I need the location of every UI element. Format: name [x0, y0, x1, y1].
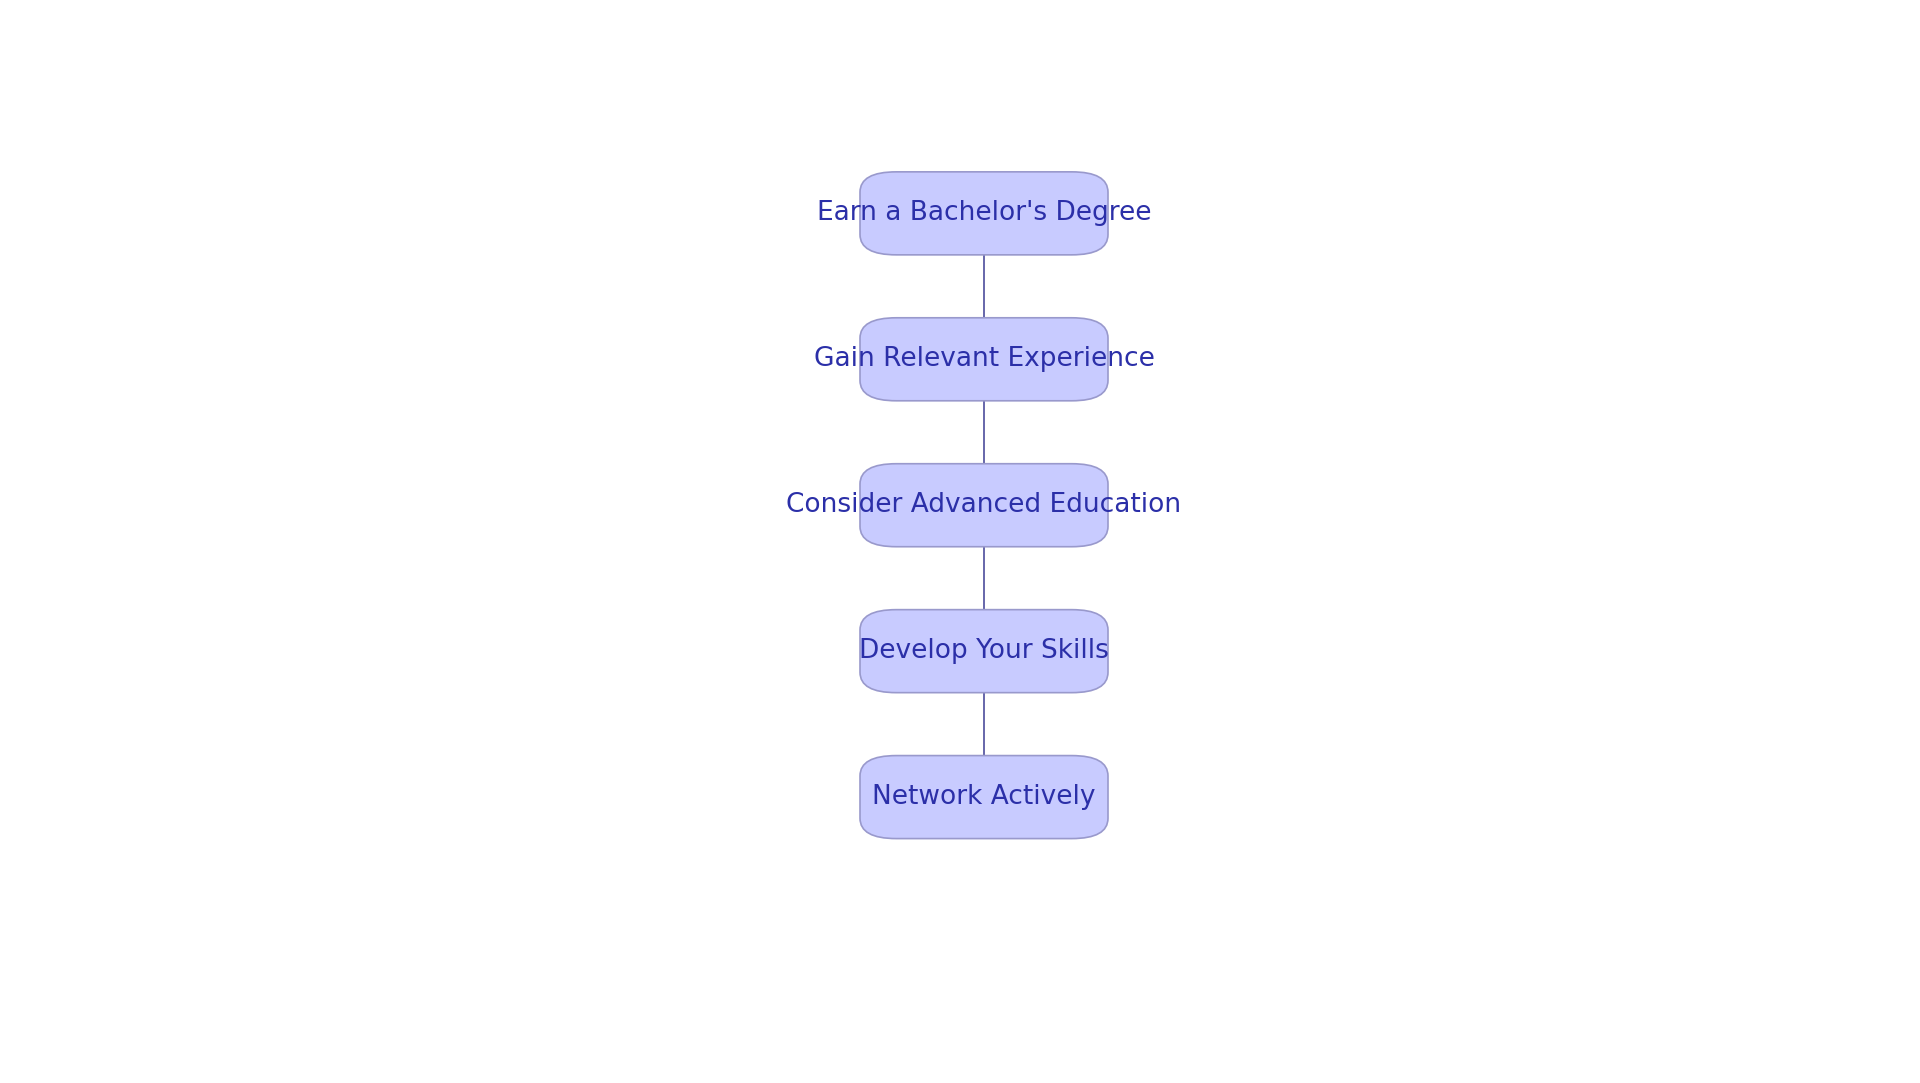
FancyBboxPatch shape: [860, 464, 1108, 547]
Text: Consider Advanced Education: Consider Advanced Education: [787, 492, 1181, 519]
Text: Develop Your Skills: Develop Your Skills: [858, 638, 1110, 664]
FancyBboxPatch shape: [860, 317, 1108, 401]
Text: Earn a Bachelor's Degree: Earn a Bachelor's Degree: [816, 200, 1152, 226]
Text: Network Actively: Network Actively: [872, 784, 1096, 810]
Text: Gain Relevant Experience: Gain Relevant Experience: [814, 347, 1154, 373]
FancyBboxPatch shape: [860, 172, 1108, 255]
FancyBboxPatch shape: [860, 610, 1108, 693]
FancyBboxPatch shape: [860, 756, 1108, 838]
